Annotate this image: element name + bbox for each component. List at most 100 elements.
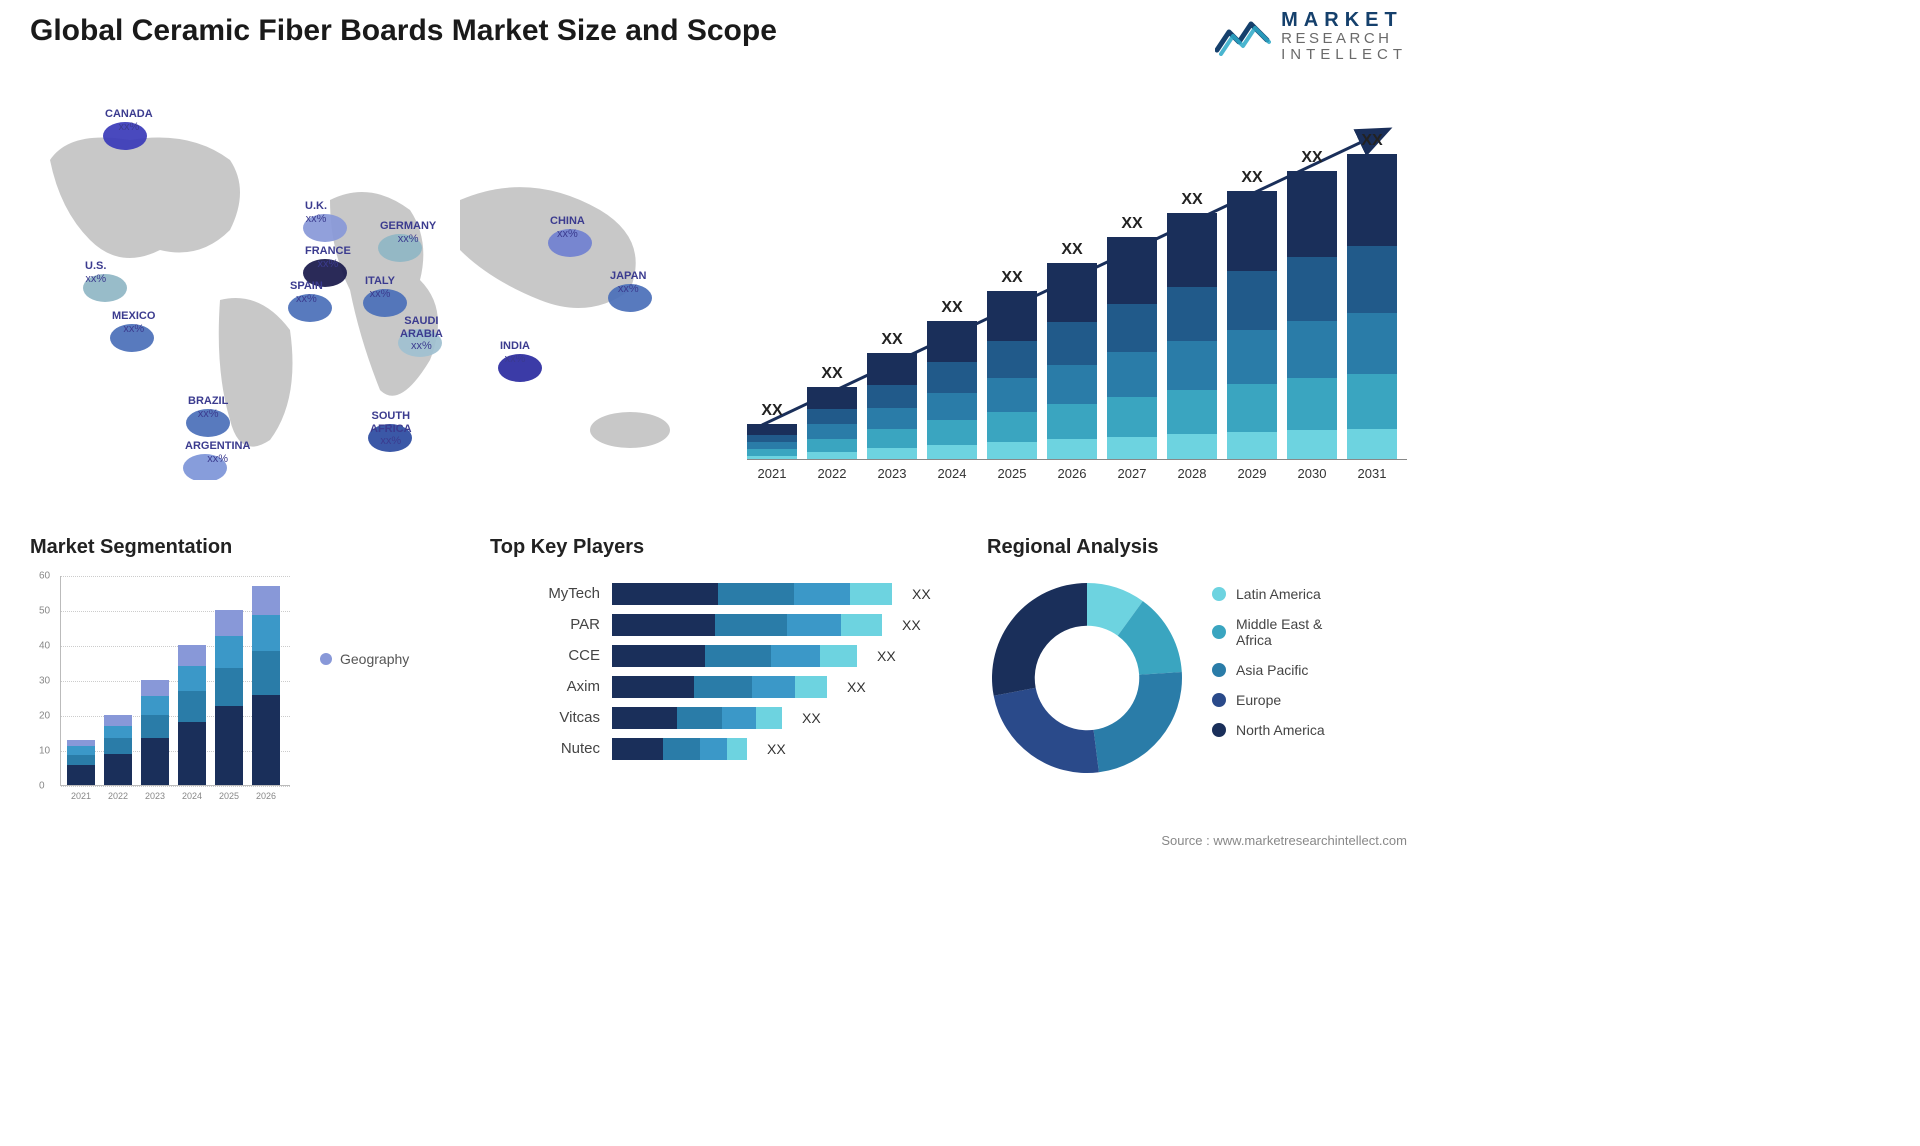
donut-chart <box>987 578 1187 778</box>
legend-label: Latin America <box>1236 586 1321 602</box>
player-bar <box>612 583 892 605</box>
regional-title: Regional Analysis <box>987 536 1407 559</box>
map-label: FRANCExx% <box>305 245 351 270</box>
donut-legend-item: Latin America <box>1212 586 1325 602</box>
map-label: CHINAxx% <box>550 215 585 240</box>
map-label: U.S.xx% <box>85 260 106 285</box>
seg-ytick: 60 <box>39 571 50 582</box>
main-bar-xtick: 2030 <box>1287 466 1337 481</box>
players-section: Top Key Players MyTechXXPARXXCCEXXAximXX… <box>490 536 960 796</box>
player-name: Axim <box>490 678 600 695</box>
map-label: SAUDIARABIAxx% <box>400 315 443 353</box>
main-bar-xtick: 2022 <box>807 466 857 481</box>
donut-legend-item: Asia Pacific <box>1212 662 1325 678</box>
player-row: AximXX <box>490 671 960 702</box>
player-name: MyTech <box>490 585 600 602</box>
main-bar-xtick: 2021 <box>747 466 797 481</box>
main-bar-xtick: 2029 <box>1227 466 1277 481</box>
main-bar-value: XX <box>1047 241 1097 259</box>
donut-legend-item: Europe <box>1212 692 1325 708</box>
segmentation-legend: Geography <box>320 651 409 667</box>
player-value: XX <box>902 617 921 633</box>
legend-swatch <box>1212 625 1226 639</box>
main-bar: 2021XX <box>747 424 797 459</box>
legend-swatch <box>1212 723 1226 737</box>
main-bar: 2024XX <box>927 321 977 459</box>
world-map: CANADAxx% U.S.xx% MEXICOxx% BRAZILxx% ARGENT… <box>30 100 710 480</box>
main-bar: 2025XX <box>987 291 1037 459</box>
player-value: XX <box>802 710 821 726</box>
seg-xtick: 2021 <box>65 791 97 801</box>
logo-line3: INTELLECT <box>1281 47 1407 63</box>
player-name: Vitcas <box>490 709 600 726</box>
seg-bar <box>104 715 132 785</box>
main-bar: 2022XX <box>807 387 857 459</box>
map-label: ITALYxx% <box>365 275 395 300</box>
main-bar-xtick: 2028 <box>1167 466 1217 481</box>
main-bar-xtick: 2025 <box>987 466 1037 481</box>
player-bar <box>612 676 827 698</box>
segmentation-title: Market Segmentation <box>30 536 460 559</box>
seg-bar <box>67 740 95 786</box>
map-label: MEXICOxx% <box>112 310 155 335</box>
seg-ytick: 40 <box>39 641 50 652</box>
seg-bar <box>141 680 169 785</box>
legend-label: Asia Pacific <box>1236 662 1308 678</box>
legend-swatch <box>1212 693 1226 707</box>
main-bar-value: XX <box>1107 215 1157 233</box>
seg-bar <box>215 610 243 785</box>
main-bar-value: XX <box>867 331 917 349</box>
seg-xtick: 2022 <box>102 791 134 801</box>
player-name: PAR <box>490 616 600 633</box>
donut-segment <box>992 583 1087 696</box>
map-label: BRAZILxx% <box>188 395 228 420</box>
seg-ytick: 50 <box>39 606 50 617</box>
map-label: SOUTHAFRICAxx% <box>370 410 412 448</box>
main-bar: 2030XX <box>1287 171 1337 459</box>
legend-swatch <box>1212 663 1226 677</box>
map-label: JAPANxx% <box>610 270 646 295</box>
map-label: INDIAxx% <box>500 340 530 365</box>
main-bar-value: XX <box>1167 191 1217 209</box>
main-bar-xtick: 2023 <box>867 466 917 481</box>
donut-segment <box>1094 672 1182 772</box>
player-bar <box>612 645 857 667</box>
source-text: Source : www.marketresearchintellect.com <box>1161 833 1407 848</box>
brand-logo: MARKET RESEARCH INTELLECT <box>1215 10 1407 63</box>
main-bar-xtick: 2027 <box>1107 466 1157 481</box>
player-value: XX <box>877 648 896 664</box>
main-bar-xtick: 2026 <box>1047 466 1097 481</box>
main-bar-value: XX <box>747 402 797 420</box>
main-bar-value: XX <box>927 299 977 317</box>
seg-ytick: 20 <box>39 711 50 722</box>
legend-swatch <box>1212 587 1226 601</box>
main-bar-chart: 2021XX2022XX2023XX2024XX2025XX2026XX2027… <box>747 120 1407 490</box>
player-value: XX <box>912 586 931 602</box>
donut-segment <box>994 688 1099 773</box>
main-bar: 2031XX <box>1347 154 1397 459</box>
page-title: Global Ceramic Fiber Boards Market Size … <box>30 14 777 48</box>
donut-legend-item: Middle East &Africa <box>1212 616 1325 648</box>
map-label: ARGENTINAxx% <box>185 440 250 465</box>
seg-ytick: 30 <box>39 676 50 687</box>
main-bar: 2027XX <box>1107 237 1157 459</box>
players-title: Top Key Players <box>490 536 960 559</box>
map-label: GERMANYxx% <box>380 220 436 245</box>
donut-legend-item: North America <box>1212 722 1325 738</box>
main-bar-value: XX <box>1227 169 1277 187</box>
map-label: CANADAxx% <box>105 108 153 133</box>
player-bar <box>612 707 782 729</box>
player-row: PAR XX <box>490 609 960 640</box>
seg-ytick: 0 <box>39 781 45 792</box>
map-label: U.K.xx% <box>305 200 327 225</box>
main-bar-value: XX <box>1347 132 1397 150</box>
player-row: Vitcas XX <box>490 702 960 733</box>
main-bar-value: XX <box>1287 149 1337 167</box>
legend-label: Geography <box>340 651 409 667</box>
player-name: Nutec <box>490 740 600 757</box>
main-bar: 2026XX <box>1047 263 1097 459</box>
player-row: CCEXX <box>490 640 960 671</box>
legend-swatch <box>320 653 332 665</box>
seg-bar <box>178 645 206 785</box>
main-bar: 2028XX <box>1167 213 1217 459</box>
